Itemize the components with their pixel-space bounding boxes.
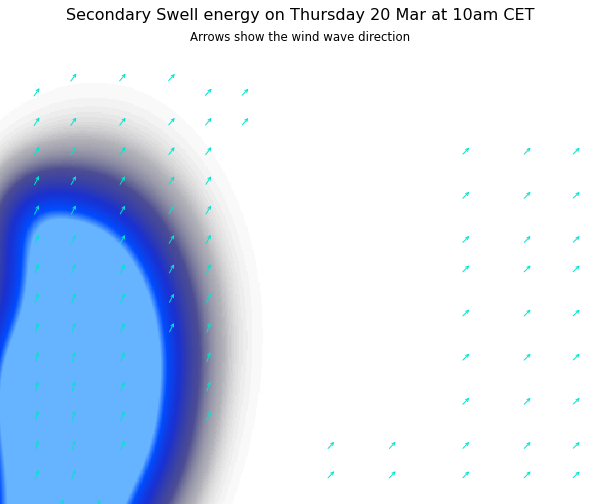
Text: Arrows show the wind wave direction: Arrows show the wind wave direction	[191, 31, 410, 44]
Text: Secondary Swell energy on Thursday 20 Mar at 10am CET: Secondary Swell energy on Thursday 20 Ma…	[66, 8, 535, 23]
